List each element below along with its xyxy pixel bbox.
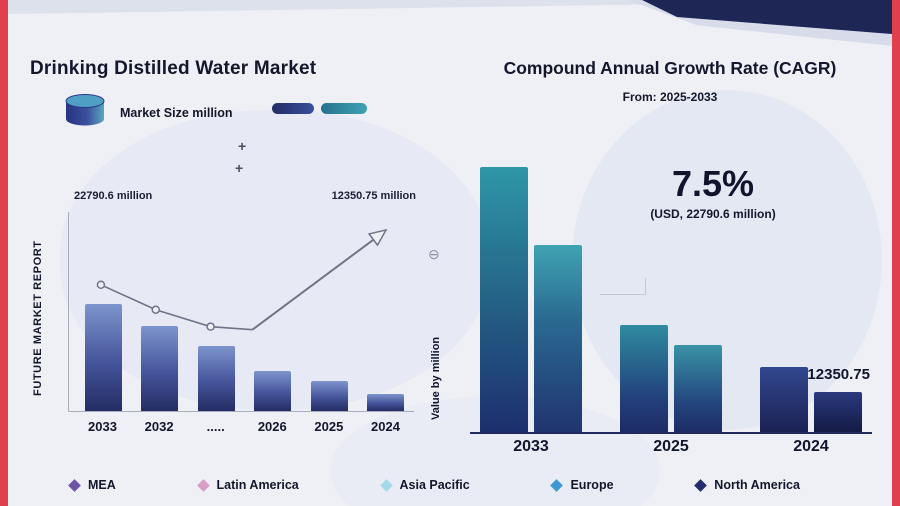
legend-pill-navy bbox=[272, 103, 314, 114]
cagr-bar bbox=[534, 245, 582, 432]
market-bars bbox=[69, 212, 414, 411]
legend-item-mea: MEA bbox=[68, 478, 116, 492]
left-chart-title: Drinking Distilled Water Market bbox=[30, 58, 317, 79]
cagr-x-axis-labels: 2033 2025 2024 bbox=[470, 438, 872, 456]
cagr-bar bbox=[674, 345, 722, 432]
right-red-edge bbox=[892, 0, 900, 506]
legend-item-north-america: North America bbox=[694, 478, 800, 492]
annotation-2033-value: 22790.6 million bbox=[74, 190, 153, 202]
market-chart-plot-area bbox=[68, 212, 414, 412]
cagr-value: 7.5% bbox=[671, 163, 755, 204]
market-size-legend-label: Market Size million bbox=[120, 105, 233, 120]
legend-item-label: Asia Pacific bbox=[399, 478, 470, 492]
left-red-edge bbox=[0, 0, 8, 506]
market-bar-2033 bbox=[85, 304, 122, 411]
market-bar-2025 bbox=[310, 381, 348, 411]
legend-item-latin-america: Latin America bbox=[196, 478, 299, 492]
market-x-label: 2032 bbox=[144, 419, 174, 434]
diamond-icon bbox=[68, 478, 81, 492]
legend-item-label: MEA bbox=[88, 478, 116, 492]
cagr-bar-group-2025 bbox=[620, 325, 722, 432]
right-chart-title: Compound Annual Growth Rate (CAGR) bbox=[503, 58, 837, 78]
market-bar-2024 bbox=[366, 394, 404, 411]
market-x-label: 2024 bbox=[371, 419, 400, 434]
cagr-x-label: 2025 bbox=[653, 438, 689, 455]
market-size-legend: Market Size million bbox=[62, 94, 233, 131]
diamond-icon bbox=[694, 478, 708, 492]
market-x-label: 2026 bbox=[257, 419, 287, 434]
legend-item-label: North America bbox=[714, 478, 800, 492]
right-chart-subtitle: From: 2025-2033 bbox=[622, 90, 718, 104]
legend-item-label: Europe bbox=[570, 478, 614, 492]
diamond-icon bbox=[379, 478, 393, 492]
market-bar-2032 bbox=[141, 326, 179, 411]
legend-pill-teal bbox=[321, 103, 367, 114]
cagr-bar bbox=[814, 392, 862, 432]
cagr-2024-value-label: 12350.75 bbox=[807, 366, 870, 383]
database-cylinder-icon bbox=[62, 94, 108, 131]
market-bar-..... bbox=[197, 346, 235, 411]
diamond-icon bbox=[196, 478, 210, 492]
legend-item-asia-pacific: Asia Pacific bbox=[379, 478, 470, 492]
market-x-label: 2033 bbox=[88, 419, 117, 434]
market-bar-2026 bbox=[254, 371, 292, 411]
region-legend: MEA Latin America Asia Pacific Europe North … bbox=[68, 478, 800, 492]
market-size-chart: 22790.6 million 12350.75 million 2033 203… bbox=[60, 182, 422, 434]
cagr-bar bbox=[760, 367, 808, 432]
cagr-bar bbox=[620, 325, 668, 432]
market-x-axis-labels: 2033 2032..... 2026 2025 2024 bbox=[68, 412, 414, 434]
top-grey-band bbox=[8, 0, 668, 14]
legend-item-europe: Europe bbox=[550, 478, 614, 492]
cagr-x-label: 2024 bbox=[793, 438, 829, 455]
market-x-label: ..... bbox=[206, 419, 225, 434]
cagr-callout: 7.5% (USD, 22790.6 million) bbox=[608, 163, 818, 221]
legend-item-label: Latin America bbox=[216, 478, 299, 492]
cagr-bar-group-2033 bbox=[480, 167, 582, 432]
decor-plus-icon: + bbox=[238, 138, 247, 154]
cagr-x-label: 2033 bbox=[513, 438, 549, 455]
decor-circle-minus-icon: ⊖ bbox=[428, 246, 440, 262]
right-chart-y-axis-label: Value by million bbox=[430, 336, 442, 420]
cagr-detail: (USD, 22790.6 million) bbox=[650, 207, 776, 221]
decor-plus-icon: + bbox=[235, 160, 244, 176]
diamond-icon bbox=[550, 478, 564, 492]
left-chart-y-axis-label: FUTURE MARKET REPORT bbox=[32, 240, 44, 396]
annotation-2024-value: 12350.75 million bbox=[331, 190, 416, 202]
cagr-bar bbox=[480, 167, 528, 432]
market-x-label: 2025 bbox=[314, 419, 344, 434]
